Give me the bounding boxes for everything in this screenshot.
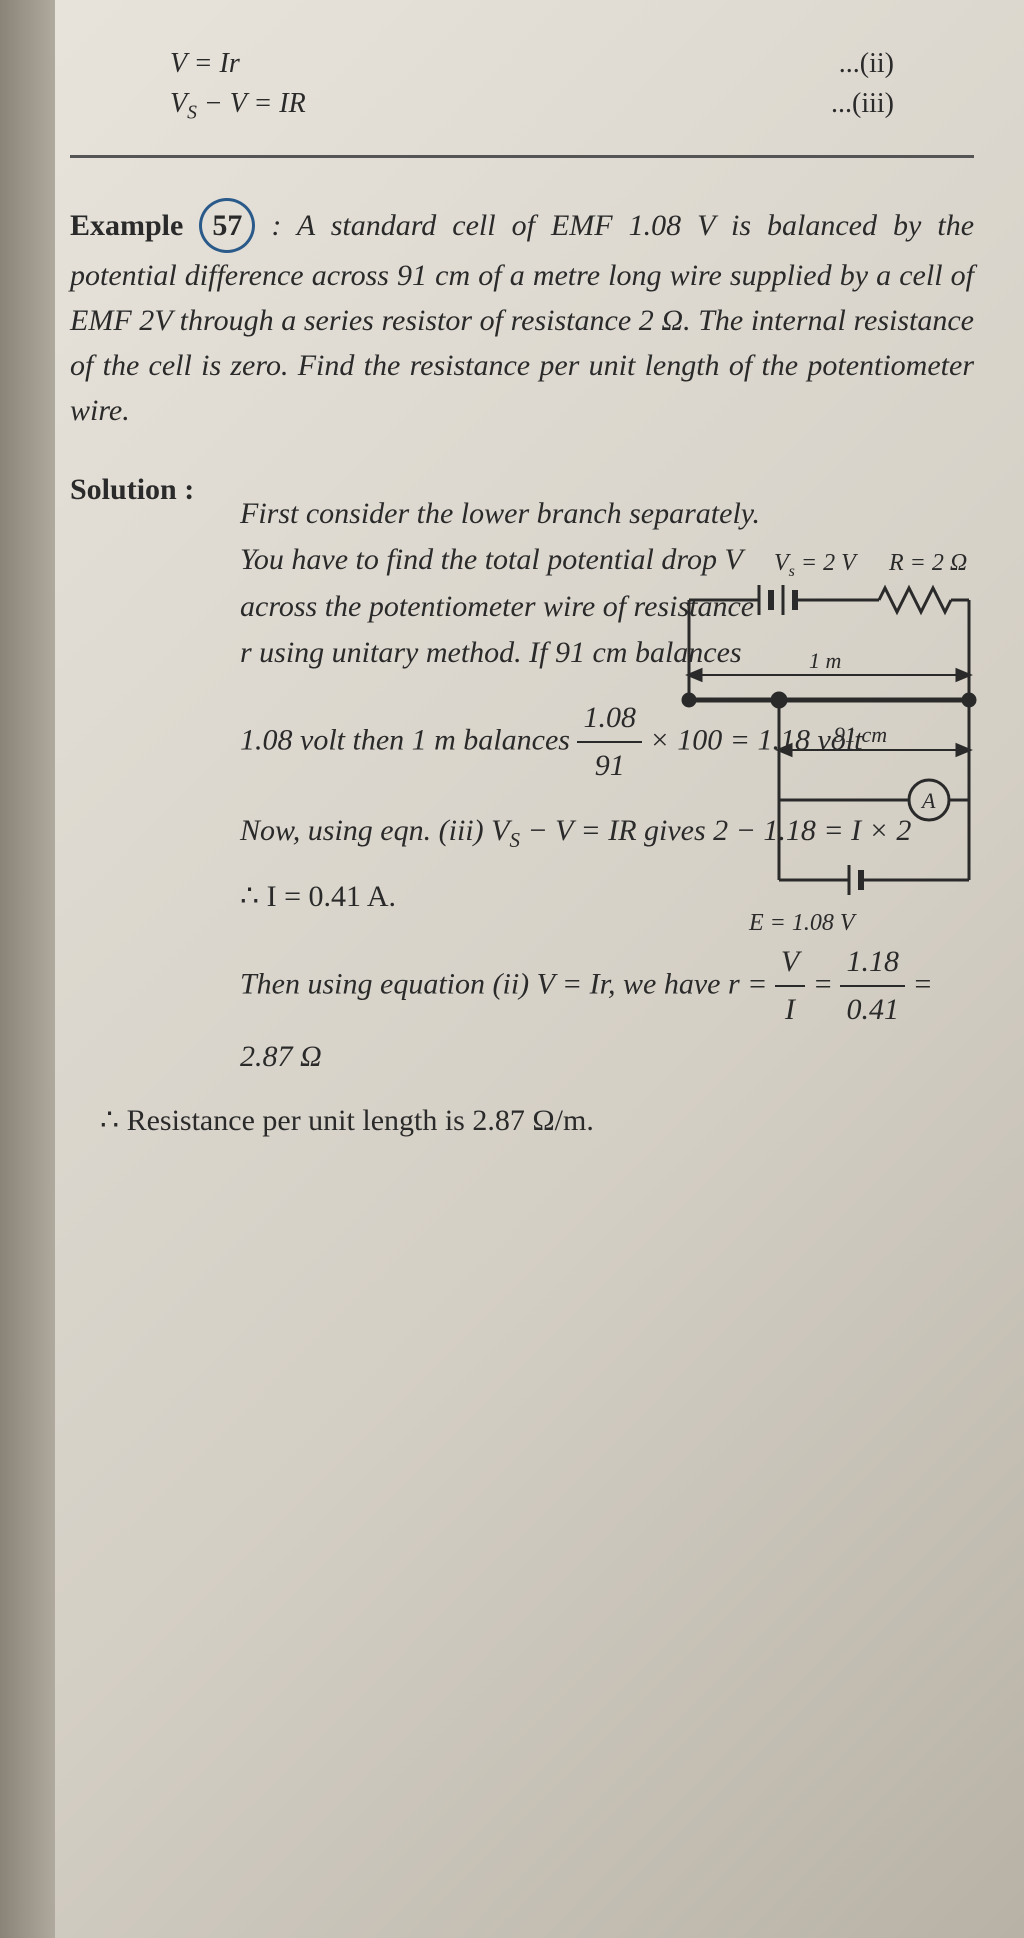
- wire-length-label: 1 m: [809, 648, 841, 673]
- example-label: Example: [70, 209, 183, 242]
- galvanometer-label: A: [920, 788, 936, 813]
- eq2-post: − V = IR: [197, 88, 306, 119]
- frac1-num: 1.08: [577, 695, 642, 744]
- vs-label: Vs = 2 V: [774, 550, 858, 580]
- eq2-num: ...(iii): [831, 88, 894, 120]
- example-number: 57: [199, 198, 255, 253]
- eq1-num: ...(ii): [839, 48, 894, 80]
- equation-1: V = Ir ...(ii): [170, 48, 974, 80]
- sol2-pre: 1.08 volt then 1 m balances: [240, 723, 577, 756]
- eq2-pre: V: [170, 88, 187, 119]
- sol3-sub: S: [509, 828, 520, 852]
- eq1-left: V = Ir: [170, 48, 240, 80]
- solution-label: Solution :: [70, 473, 210, 507]
- divider: [70, 155, 974, 158]
- eq2-left: VS − V = IR: [170, 88, 306, 125]
- fraction-1: 1.08 91: [577, 695, 642, 790]
- solution-line-6: ∴ Resistance per unit length is 2.87 Ω/m…: [100, 1098, 974, 1145]
- eq2-sub: S: [187, 103, 197, 124]
- sol4-text: ∴ I = 0.41 A.: [240, 880, 396, 913]
- sol3-pre: Now, using eqn. (iii) V: [240, 814, 509, 847]
- frac1-den: 91: [577, 743, 642, 790]
- e-label: E = 1.08 V: [748, 910, 857, 936]
- example-block: Example 57 : A standard cell of EMF 1.08…: [70, 198, 974, 433]
- circuit-svg: Vs = 2 V R = 2 Ω 1 m 91 cm A E = 1.08 V: [649, 540, 999, 990]
- balance-length-label: 91 cm: [834, 722, 887, 747]
- sol6-text: ∴ Resistance per unit length is 2.87 Ω/m…: [100, 1104, 594, 1137]
- circuit-diagram: Vs = 2 V R = 2 Ω 1 m 91 cm A E = 1.08 V: [649, 540, 999, 990]
- equation-block: V = Ir ...(ii) VS − V = IR ...(iii): [170, 48, 974, 125]
- equation-2: VS − V = IR ...(iii): [170, 88, 974, 125]
- r-label: R = 2 Ω: [888, 550, 967, 576]
- frac2a-den: I: [775, 987, 805, 1034]
- frac2b-den: 0.41: [840, 987, 905, 1034]
